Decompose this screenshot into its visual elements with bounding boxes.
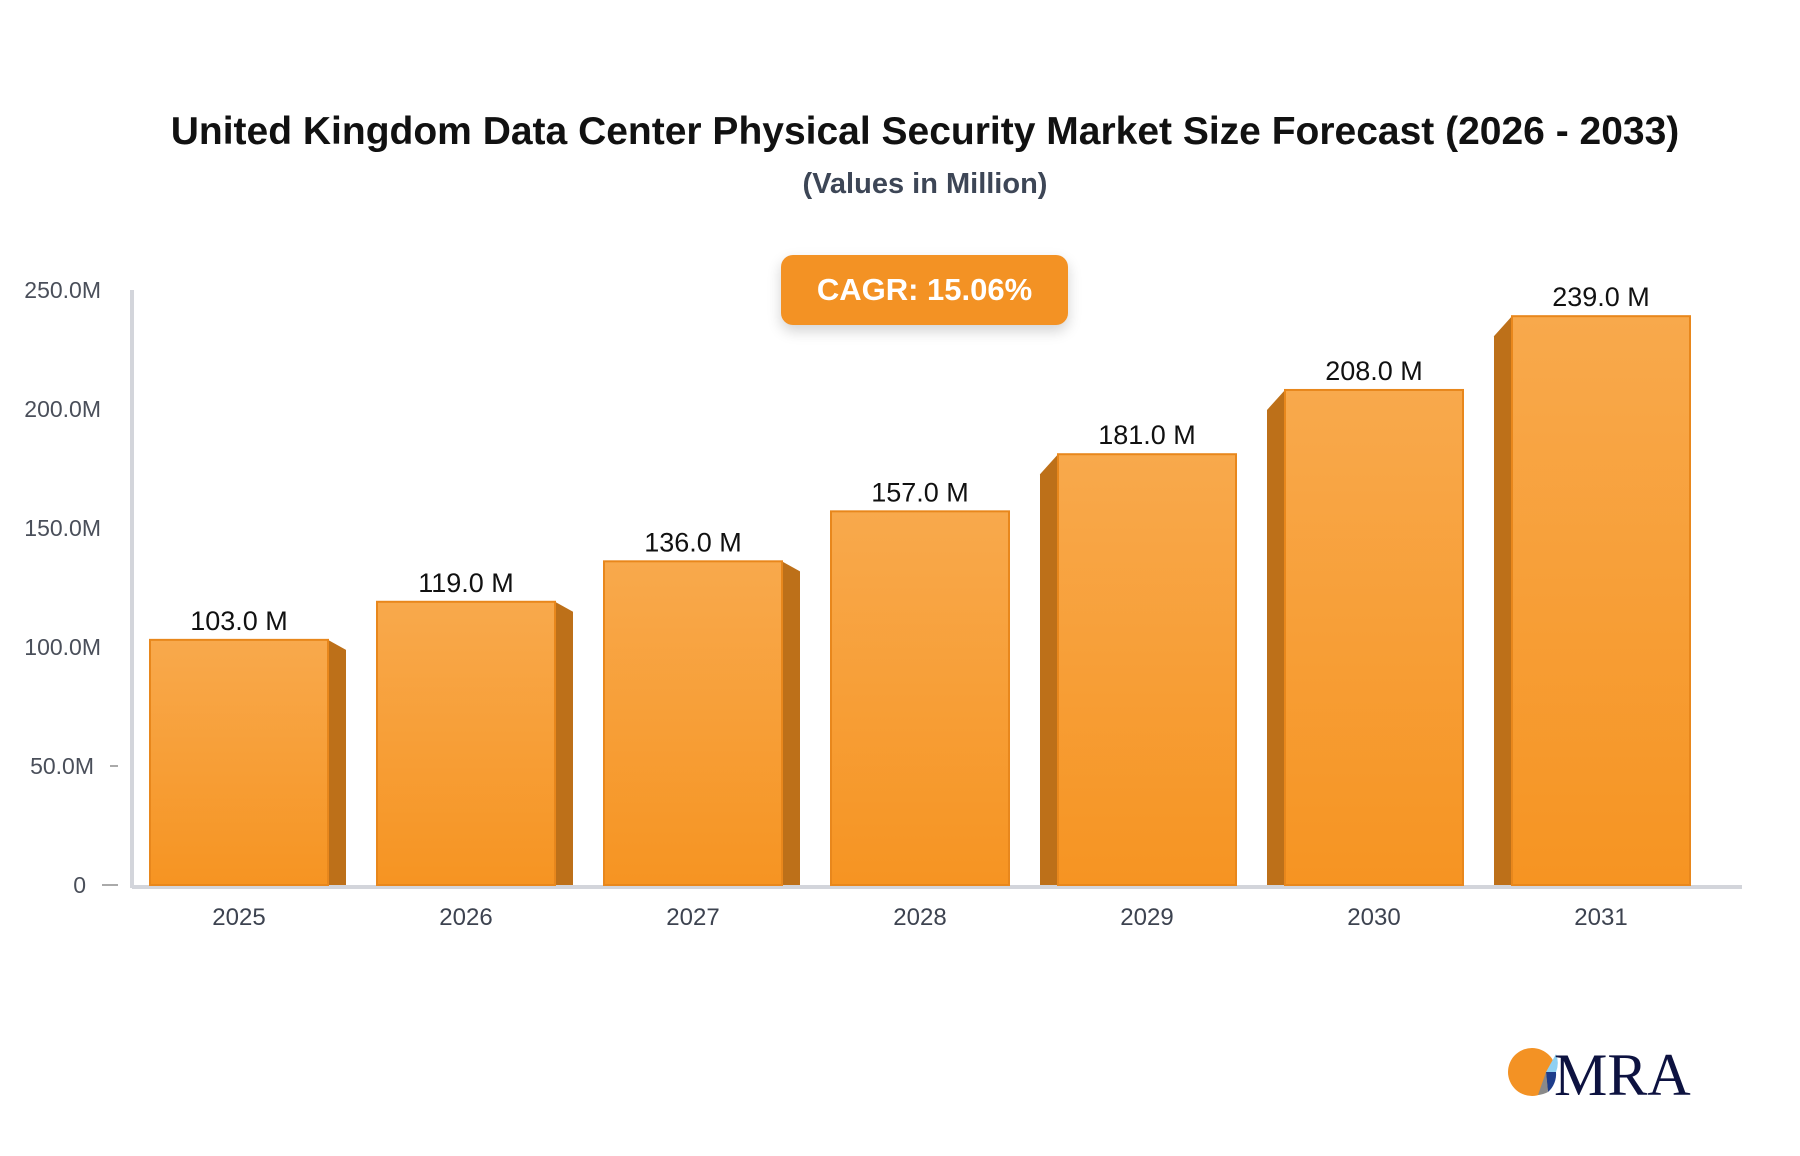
x-tick-label: 2029 <box>1120 904 1173 931</box>
bar-side <box>782 561 800 885</box>
bar-2030 <box>1284 388 1464 886</box>
data-label: 157.0 M <box>871 477 969 507</box>
bar-2025 <box>149 638 329 886</box>
data-label: 136.0 M <box>644 527 742 557</box>
y-tick-label: 100.0M <box>24 634 101 660</box>
y-tick-label: 0 <box>73 872 86 898</box>
y-tick-label: 50.0M <box>30 753 94 779</box>
bar-2028 <box>830 510 1010 886</box>
logo-text: MRA <box>1554 1042 1691 1102</box>
x-tick-label: 2025 <box>212 904 265 931</box>
bar-2031 <box>1511 315 1691 886</box>
data-label: 239.0 M <box>1552 282 1650 312</box>
chart-title: United Kingdom Data Center Physical Secu… <box>170 110 1680 153</box>
mra-logo: MRA <box>1508 1042 1691 1102</box>
cagr-badge: CAGR: 15.06% <box>781 255 1068 325</box>
data-label: 208.0 M <box>1325 356 1423 386</box>
y-tick-label: 250.0M <box>24 277 101 303</box>
x-tick-label: 2026 <box>439 904 492 931</box>
bar-2026 <box>376 600 556 887</box>
bar-2029 <box>1057 453 1237 886</box>
data-label: 119.0 M <box>418 568 514 598</box>
bar-side <box>328 639 346 885</box>
data-label: 181.0 M <box>1098 420 1196 450</box>
data-label: 103.0 M <box>190 606 288 636</box>
x-tick-label: 2028 <box>893 904 946 931</box>
y-tick-label: 200.0M <box>24 396 101 422</box>
bar-2027 <box>603 560 783 886</box>
y-tick-label: 150.0M <box>24 515 101 541</box>
x-tick-label: 2031 <box>1574 904 1627 931</box>
chart-subtitle: (Values in Million) <box>802 168 1048 200</box>
bar-side <box>1040 454 1058 885</box>
x-tick-label: 2027 <box>666 904 719 931</box>
bar-side <box>555 601 573 885</box>
bar-side <box>1494 316 1512 885</box>
x-tick-label: 2030 <box>1347 904 1400 931</box>
bar-side <box>1267 389 1285 885</box>
